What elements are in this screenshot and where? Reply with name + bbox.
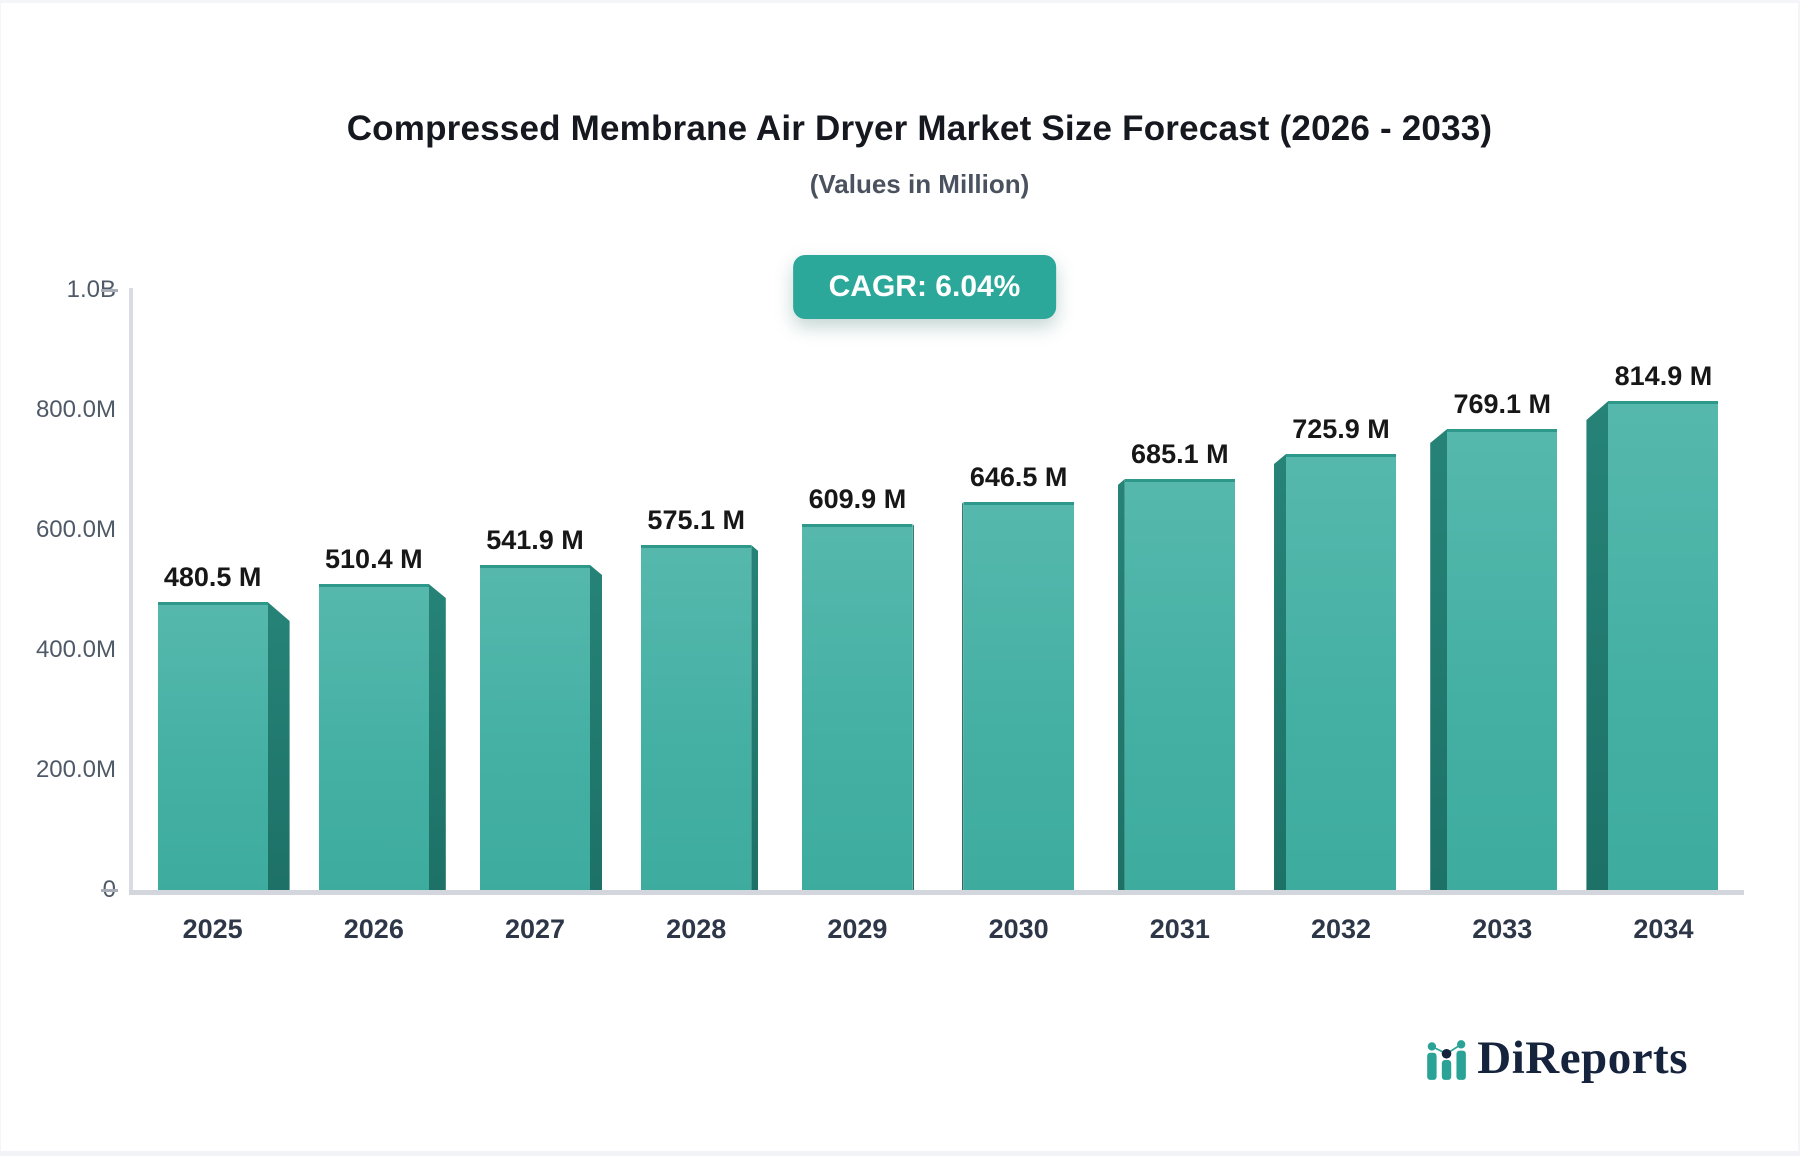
y-tick-mark (101, 288, 118, 292)
bar-2033: 769.1 M (1430, 389, 1558, 890)
y-tick-mark (101, 888, 118, 892)
bar-face (641, 545, 752, 890)
bar-face (1447, 429, 1558, 890)
x-axis-line (129, 890, 1744, 895)
bar-2025: 480.5 M (157, 562, 290, 890)
x-tick-label: 2029 (827, 914, 888, 944)
bar-2026: 510.4 M (318, 544, 446, 890)
bar-face (802, 524, 913, 890)
bar-face (318, 584, 429, 890)
direports-logo: DiReports (1423, 1035, 1688, 1082)
bar-value-label: 769.1 M (1453, 389, 1551, 419)
bar-side-panel (1586, 401, 1609, 890)
bar-2029: 609.9 M (802, 484, 915, 890)
bar-2028: 575.1 M (641, 505, 759, 890)
bar-slot: 510.4 M (293, 290, 454, 890)
bar-2034: 814.9 M (1586, 361, 1719, 890)
bars-container: 480.5 M 510.4 M 541.9 M 575.1 M 609.9 M 646.5… (132, 290, 1744, 890)
bar-2027: 541.9 M (480, 525, 602, 890)
bar-value-label: 510.4 M (325, 544, 423, 574)
x-axis-labels: 2025 2026 2027 2028 2029 2030 2031 2032 2033 2034 (132, 914, 1744, 945)
y-tick-label: 0 (0, 876, 116, 904)
y-tick-label: 600.0M (35, 516, 116, 543)
bar-face (480, 565, 590, 890)
y-tick-label: 1.0B (66, 276, 116, 303)
bar-slot: 646.5 M (938, 290, 1099, 890)
x-tick-label: 2031 (1149, 914, 1210, 944)
chart-subtitle: (Values in Million) (809, 169, 1030, 199)
x-tick-label: 2027 (504, 914, 566, 944)
cagr-badge: CAGR: 6.04% (792, 255, 1057, 319)
x-tick-label: 2034 (1633, 914, 1694, 944)
bar-side-panel (1430, 429, 1448, 890)
bar-side-panel (267, 602, 290, 890)
bar-slot: 609.9 M (777, 290, 938, 890)
bar-side-panel (590, 565, 602, 890)
bar-value-label: 814.9 M (1614, 361, 1713, 391)
logo-text: DiReports (1477, 1032, 1688, 1084)
y-tick-label: 800.0M (35, 396, 116, 423)
bar-side-panel (1274, 454, 1287, 890)
y-tick-label: 200.0M (35, 756, 116, 783)
bar-side-panel (912, 524, 915, 890)
bar-chart-logo-icon (1427, 1039, 1467, 1080)
bar-value-label: 725.9 M (1292, 414, 1390, 444)
bar-value-label: 646.5 M (969, 462, 1068, 492)
bar-2030: 646.5 M (961, 462, 1074, 890)
x-tick-label: 2033 (1472, 914, 1533, 944)
y-tick-label: 400.0M (35, 636, 116, 663)
bar-value-label: 480.5 M (163, 562, 262, 592)
bar-face (963, 502, 1074, 890)
bar-2031: 685.1 M (1117, 439, 1235, 890)
bar-slot: 685.1 M (1099, 290, 1260, 890)
bar-side-panel (1117, 479, 1125, 890)
bar-face (157, 602, 268, 890)
bar-slot: 814.9 M (1583, 290, 1744, 890)
bar-face (1124, 479, 1235, 890)
chart-title: Compressed Membrane Air Dryer Market Siz… (346, 109, 1493, 148)
bar-value-label: 685.1 M (1131, 439, 1229, 469)
y-axis-line (129, 288, 133, 893)
x-tick-label: 2028 (666, 914, 727, 944)
bar-value-label: 609.9 M (808, 484, 907, 514)
bar-face (1286, 454, 1397, 890)
bar-slot: 480.5 M (132, 290, 293, 890)
bar-face (1608, 401, 1719, 890)
bar-value-label: 575.1 M (647, 505, 745, 535)
bar-slot: 575.1 M (616, 290, 777, 890)
bar-slot: 725.9 M (1260, 290, 1421, 890)
bar-side-panel (961, 502, 964, 890)
bar-side-panel (751, 545, 759, 890)
bar-side-panel (428, 584, 446, 890)
bar-slot: 769.1 M (1422, 290, 1583, 890)
x-tick-label: 2025 (182, 914, 243, 944)
x-tick-label: 2032 (1310, 914, 1372, 944)
bar-slot: 541.9 M (454, 290, 615, 890)
x-tick-label: 2026 (343, 914, 404, 944)
bar-value-label: 541.9 M (486, 525, 584, 555)
x-tick-label: 2030 (988, 914, 1049, 944)
bar-2032: 725.9 M (1274, 414, 1397, 890)
